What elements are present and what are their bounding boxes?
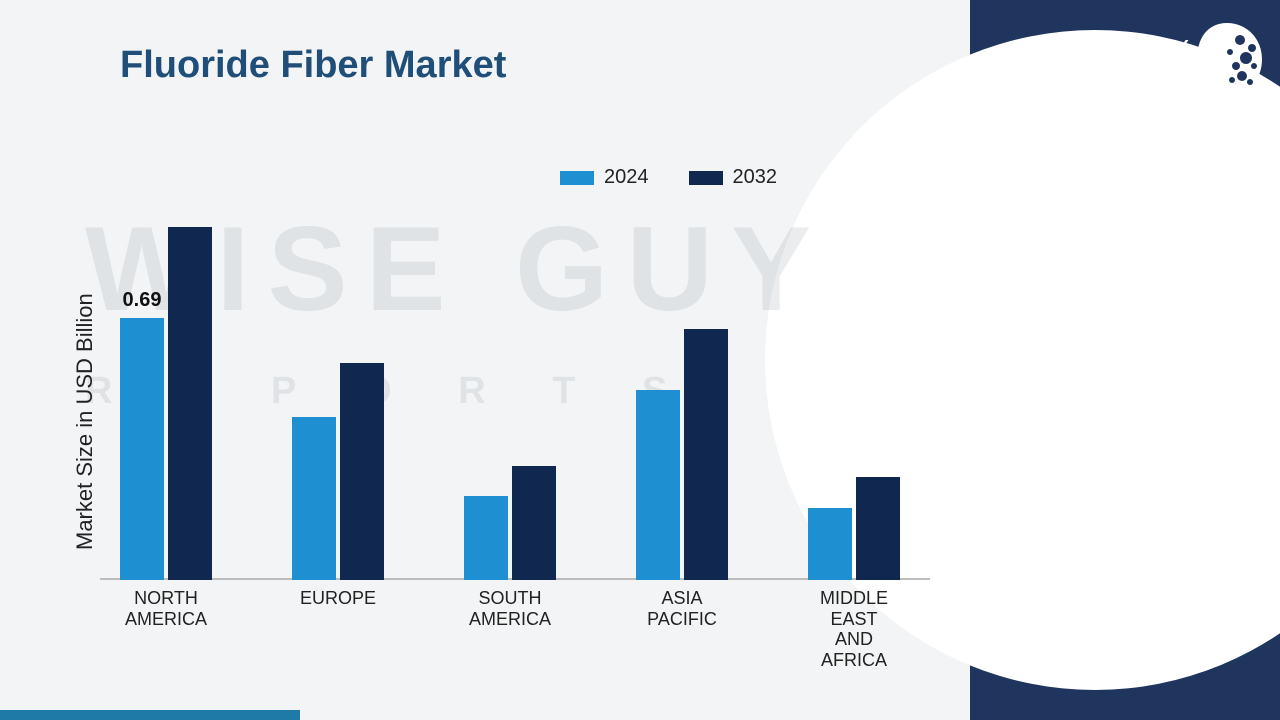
bar-2032 <box>340 363 384 580</box>
category-label: NORTHAMERICA <box>90 588 242 629</box>
bar-value-label: 0.69 <box>112 289 172 312</box>
legend-label: 2032 <box>733 166 778 189</box>
bar-2024 <box>636 390 680 580</box>
category-label: MIDDLEEASTANDAFRICA <box>778 588 930 671</box>
brand-logo-line1: WISE GUY <box>1009 34 1190 66</box>
bar-2032 <box>684 329 728 580</box>
legend-item: 2024 <box>560 166 649 189</box>
legend-swatch <box>689 171 723 185</box>
bar-2024 <box>120 318 164 580</box>
legend-label: 2024 <box>604 166 649 189</box>
stage: WISE GUY R E P O R T S Fluoride Fiber Ma… <box>0 0 1280 720</box>
y-axis-label: Market Size in USD Billion <box>72 293 98 550</box>
brand-logo-head-icon <box>1182 18 1272 108</box>
bar-2032 <box>856 477 900 580</box>
bottom-accent-bar <box>0 710 300 720</box>
brand-logo: WISE GUY R E P O R T S <box>1009 34 1190 80</box>
bar-2032 <box>512 466 556 580</box>
bar-2024 <box>292 417 336 580</box>
category-label: EUROPE <box>262 588 414 609</box>
bar-2024 <box>464 496 508 580</box>
legend: 2024 2032 <box>560 166 777 189</box>
category-label: ASIAPACIFIC <box>606 588 758 629</box>
legend-item: 2032 <box>689 166 778 189</box>
chart-title: Fluoride Fiber Market <box>120 44 506 87</box>
legend-swatch <box>560 171 594 185</box>
bar-2024 <box>808 508 852 580</box>
brand-logo-line2: R E P O R T S <box>1009 66 1190 80</box>
plot-area: 0.69 <box>100 200 930 580</box>
category-label: SOUTHAMERICA <box>434 588 586 629</box>
bar-2032 <box>168 227 212 580</box>
